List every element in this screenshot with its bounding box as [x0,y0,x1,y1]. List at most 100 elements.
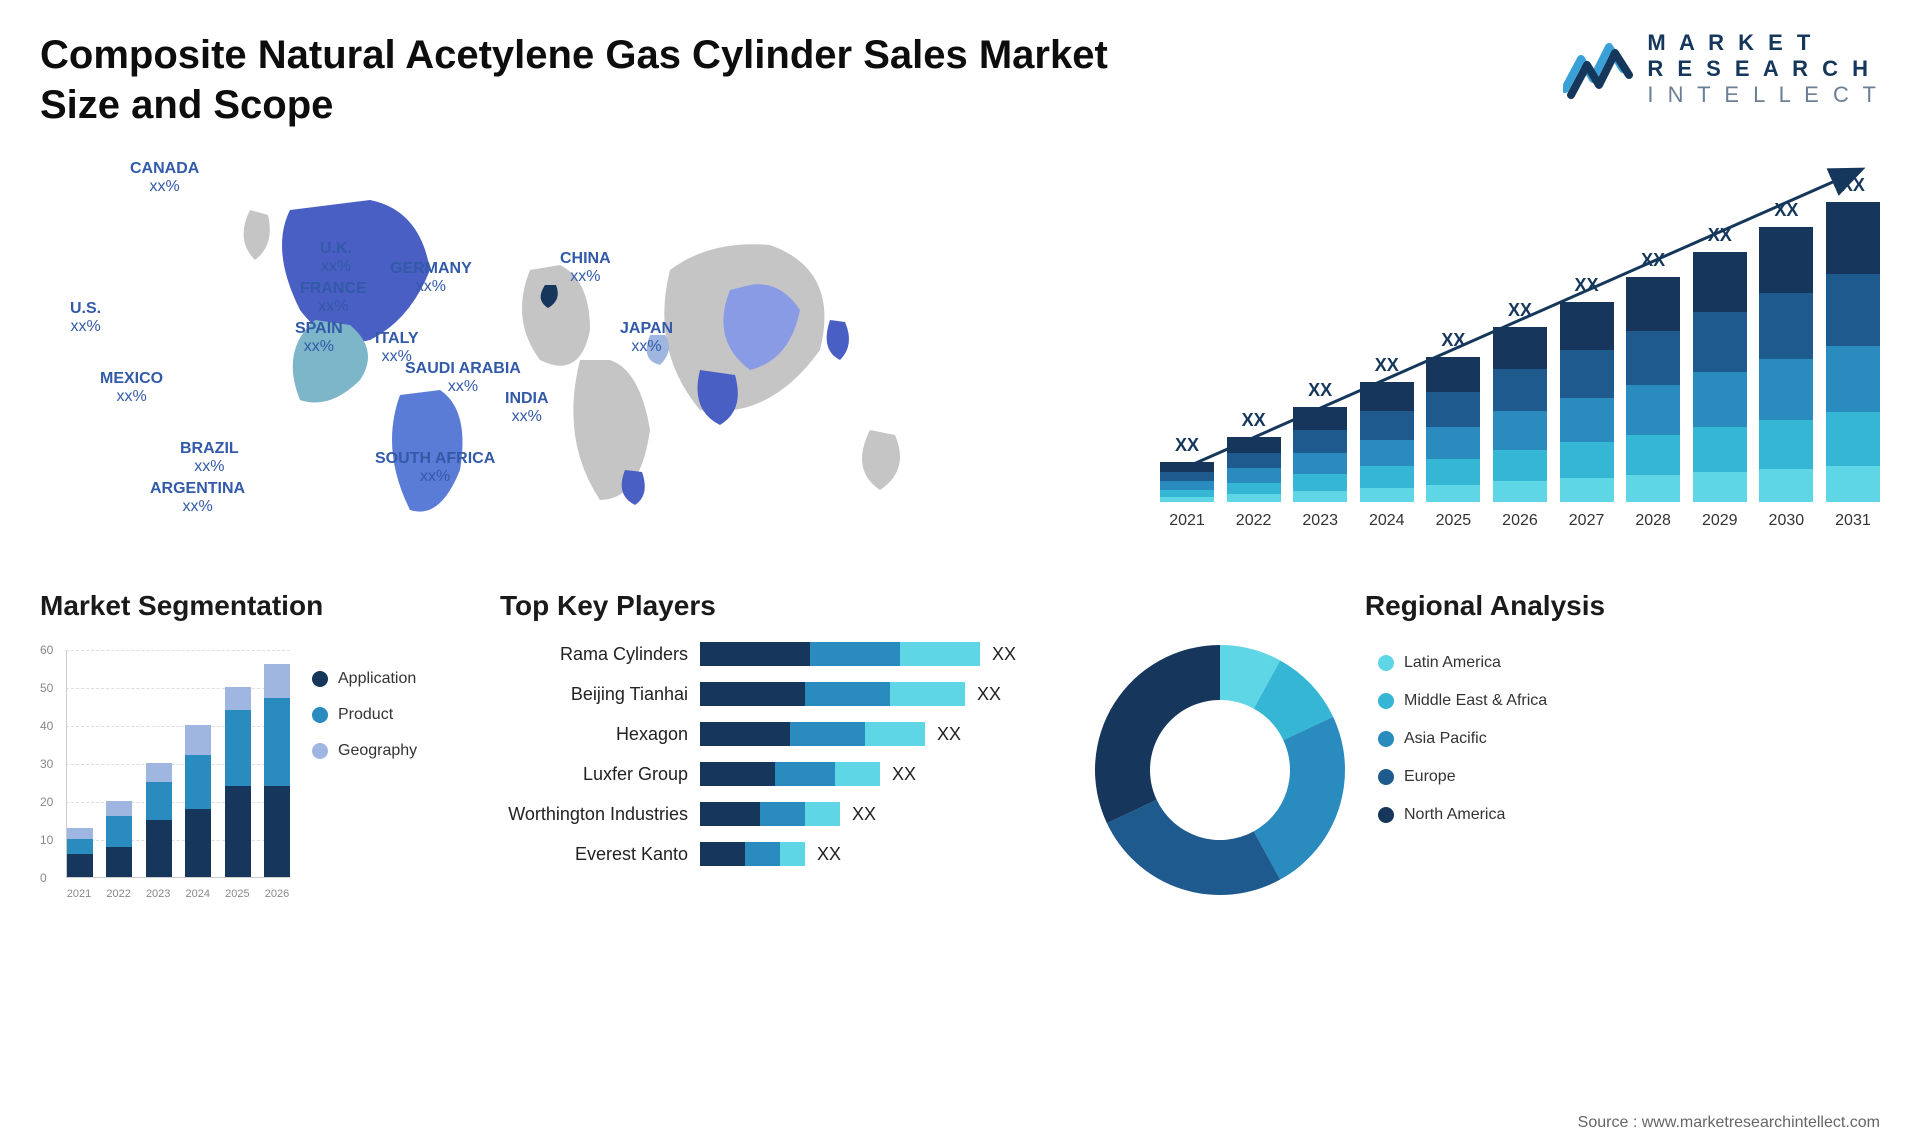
player-bar [700,682,965,706]
player-name: Rama Cylinders [500,644,700,665]
seg-x-label: 2024 [185,888,211,900]
player-name: Beijing Tianhai [500,684,700,705]
legend-dot-icon [1378,693,1394,709]
map-label: U.S.xx% [70,300,101,337]
main-bar-year: 2026 [1493,512,1547,530]
legend-dot-icon [1378,769,1394,785]
seg-bar [264,664,290,877]
main-bar-year: 2025 [1426,512,1480,530]
player-bar [700,722,925,746]
player-bar [700,802,840,826]
region-legend-item: Europe [1378,768,1547,786]
legend-label: Europe [1404,768,1456,786]
player-name: Luxfer Group [500,764,700,785]
player-value: XX [852,804,876,825]
main-bar-year: 2027 [1560,512,1614,530]
player-value: XX [977,684,1001,705]
legend-dot-icon [1378,655,1394,671]
seg-legend-item: Application [312,670,417,688]
players-title: Top Key Players [500,590,1060,622]
main-bar: XX [1293,380,1347,502]
map-label: SOUTH AFRICAxx% [375,450,495,487]
map-label: INDIAxx% [505,390,549,427]
seg-x-label: 2022 [106,888,132,900]
regional-panel: Regional Analysis Latin AmericaMiddle Ea… [1090,590,1880,900]
seg-x-label: 2026 [264,888,290,900]
donut-chart [1090,640,1350,900]
map-label: BRAZILxx% [180,440,239,477]
main-bar: XX [1560,275,1614,502]
region-legend-item: North America [1378,806,1547,824]
region-legend-item: Middle East & Africa [1378,692,1547,710]
main-bar-year: 2029 [1693,512,1747,530]
seg-legend-item: Product [312,706,417,724]
map-label: GERMANYxx% [390,260,472,297]
player-value: XX [937,724,961,745]
player-name: Hexagon [500,724,700,745]
map-label: SPAINxx% [295,320,343,357]
seg-bar [185,725,211,877]
seg-x-label: 2023 [145,888,171,900]
player-row: Everest KantoXX [500,840,1060,868]
seg-legend-item: Geography [312,742,417,760]
players-panel: Top Key Players Rama CylindersXXBeijing … [500,590,1060,900]
bar-value: XX [1308,380,1332,401]
seg-bar [106,801,132,877]
map-label: FRANCExx% [300,280,367,317]
logo-icon [1563,39,1635,99]
legend-label: Latin America [1404,654,1501,672]
player-value: XX [817,844,841,865]
donut-slice [1254,717,1345,880]
seg-y-tick: 10 [40,833,53,847]
segmentation-panel: Market Segmentation 20212022202320242025… [40,590,470,900]
player-row: Luxfer Group XX [500,760,1060,788]
logo-line1: M A R K E T [1647,30,1880,56]
player-bar [700,762,880,786]
main-bar: XX [1759,200,1813,502]
player-row: Beijing Tianhai XX [500,680,1060,708]
map-label: JAPANxx% [620,320,673,357]
bar-value: XX [1708,225,1732,246]
main-bar-year: 2022 [1227,512,1281,530]
player-value: XX [892,764,916,785]
bar-value: XX [1575,275,1599,296]
legend-label: Product [338,706,393,724]
legend-label: North America [1404,806,1505,824]
player-bar [700,842,805,866]
brand-logo: M A R K E T R E S E A R C H I N T E L L … [1563,30,1880,108]
player-row: Rama Cylinders XX [500,640,1060,668]
map-label: CANADAxx% [130,160,199,197]
main-bar: XX [1426,330,1480,502]
main-bar-year: 2021 [1160,512,1214,530]
main-bar-year: 2024 [1360,512,1414,530]
map-label: U.K.xx% [320,240,352,277]
legend-dot-icon [312,671,328,687]
region-legend-item: Latin America [1378,654,1547,672]
main-bar-year: 2031 [1826,512,1880,530]
map-label: SAUDI ARABIAxx% [405,360,521,397]
seg-y-tick: 20 [40,795,53,809]
legend-label: Geography [338,742,417,760]
player-bar [700,642,980,666]
segmentation-legend: Application Product Geography [312,640,417,900]
legend-label: Application [338,670,416,688]
main-bar-year: 2023 [1293,512,1347,530]
legend-dot-icon [312,707,328,723]
main-bar: XX [1693,225,1747,502]
region-legend-item: Asia Pacific [1378,730,1547,748]
seg-y-tick: 0 [40,871,47,885]
segmentation-title: Market Segmentation [40,590,470,622]
world-map: CANADAxx%U.S.xx%MEXICOxx%BRAZILxx%ARGENT… [40,150,1120,550]
main-bar-year: 2028 [1626,512,1680,530]
main-bar: XX [1826,175,1880,502]
player-value: XX [992,644,1016,665]
bar-value: XX [1508,300,1532,321]
main-bar: XX [1360,355,1414,502]
map-label: MEXICOxx% [100,370,163,407]
seg-y-tick: 50 [40,681,53,695]
donut-slice [1107,800,1280,895]
player-name: Worthington Industries [500,804,700,825]
logo-line3: I N T E L L E C T [1647,82,1880,108]
seg-x-label: 2025 [224,888,250,900]
main-bar-year: 2030 [1759,512,1813,530]
